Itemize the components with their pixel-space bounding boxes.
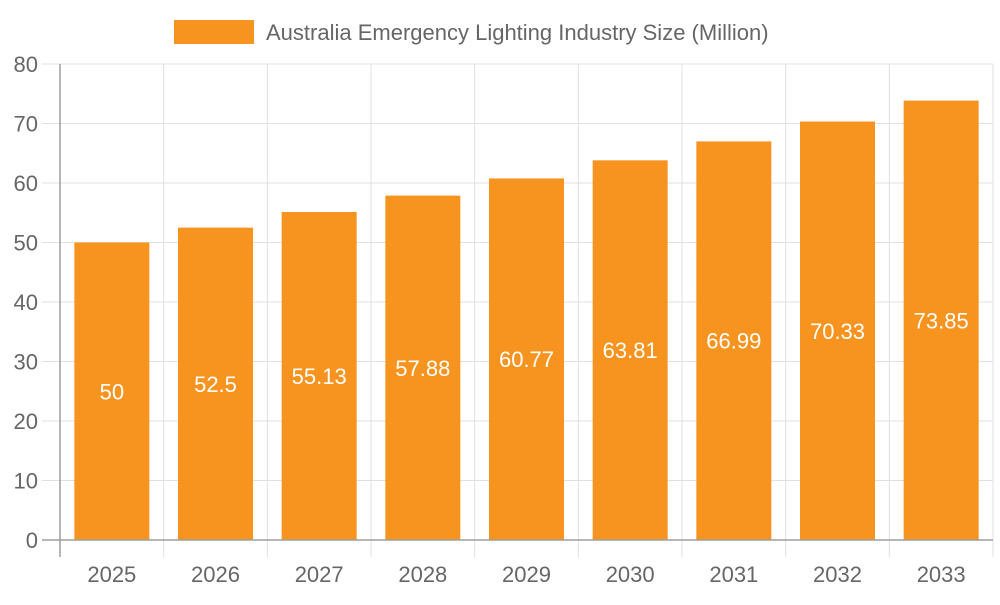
legend[interactable]: Australia Emergency Lighting Industry Si… — [174, 20, 769, 45]
data-label: 52.5 — [194, 372, 237, 397]
bar — [800, 121, 875, 540]
y-tick-label: 50 — [14, 231, 38, 256]
y-tick-label: 0 — [26, 528, 38, 553]
y-tick-label: 40 — [14, 290, 38, 315]
x-tick-label: 2031 — [709, 562, 758, 587]
bar — [385, 195, 461, 540]
x-axis-ticks: 2025 2026 2027 2028 2029 2030 2031 2032 2033 — [87, 562, 965, 587]
y-tick-label: 30 — [14, 350, 38, 375]
x-tick-label: 2029 — [502, 562, 551, 587]
data-label: 60.77 — [499, 347, 554, 372]
x-tick-label: 2026 — [191, 562, 240, 587]
y-tick-label: 80 — [14, 52, 38, 77]
bar — [696, 141, 772, 541]
x-tick-label: 2030 — [606, 562, 655, 587]
bars — [74, 100, 979, 541]
data-label: 50 — [100, 379, 124, 404]
data-label: 66.99 — [706, 329, 761, 354]
y-tick-label: 60 — [14, 171, 38, 196]
data-label: 70.33 — [810, 319, 865, 344]
data-label: 73.85 — [914, 308, 969, 333]
bar — [74, 242, 150, 540]
bar — [592, 160, 668, 540]
x-tick-label: 2028 — [398, 562, 447, 587]
x-tick-label: 2027 — [295, 562, 344, 587]
x-tick-label: 2032 — [813, 562, 862, 587]
y-axis-ticks: 0 10 20 30 40 50 60 70 80 — [14, 52, 38, 553]
axes — [42, 64, 993, 557]
data-label: 57.88 — [395, 356, 450, 381]
y-tick-label: 10 — [14, 469, 38, 494]
bar — [903, 100, 979, 540]
y-tick-label: 70 — [14, 112, 38, 137]
data-labels: 50 52.5 55.13 57.88 60.77 63.81 66.99 70.33 73.8… — [100, 308, 969, 404]
legend-swatch — [174, 20, 254, 44]
y-tick-label: 20 — [14, 409, 38, 434]
bar — [281, 211, 357, 540]
x-tick-label: 2025 — [87, 562, 136, 587]
bar — [489, 178, 564, 540]
data-label: 55.13 — [292, 364, 347, 389]
bar — [178, 227, 253, 540]
x-tick-label: 2033 — [917, 562, 966, 587]
data-label: 63.81 — [603, 338, 658, 363]
legend-label: Australia Emergency Lighting Industry Si… — [266, 20, 769, 45]
